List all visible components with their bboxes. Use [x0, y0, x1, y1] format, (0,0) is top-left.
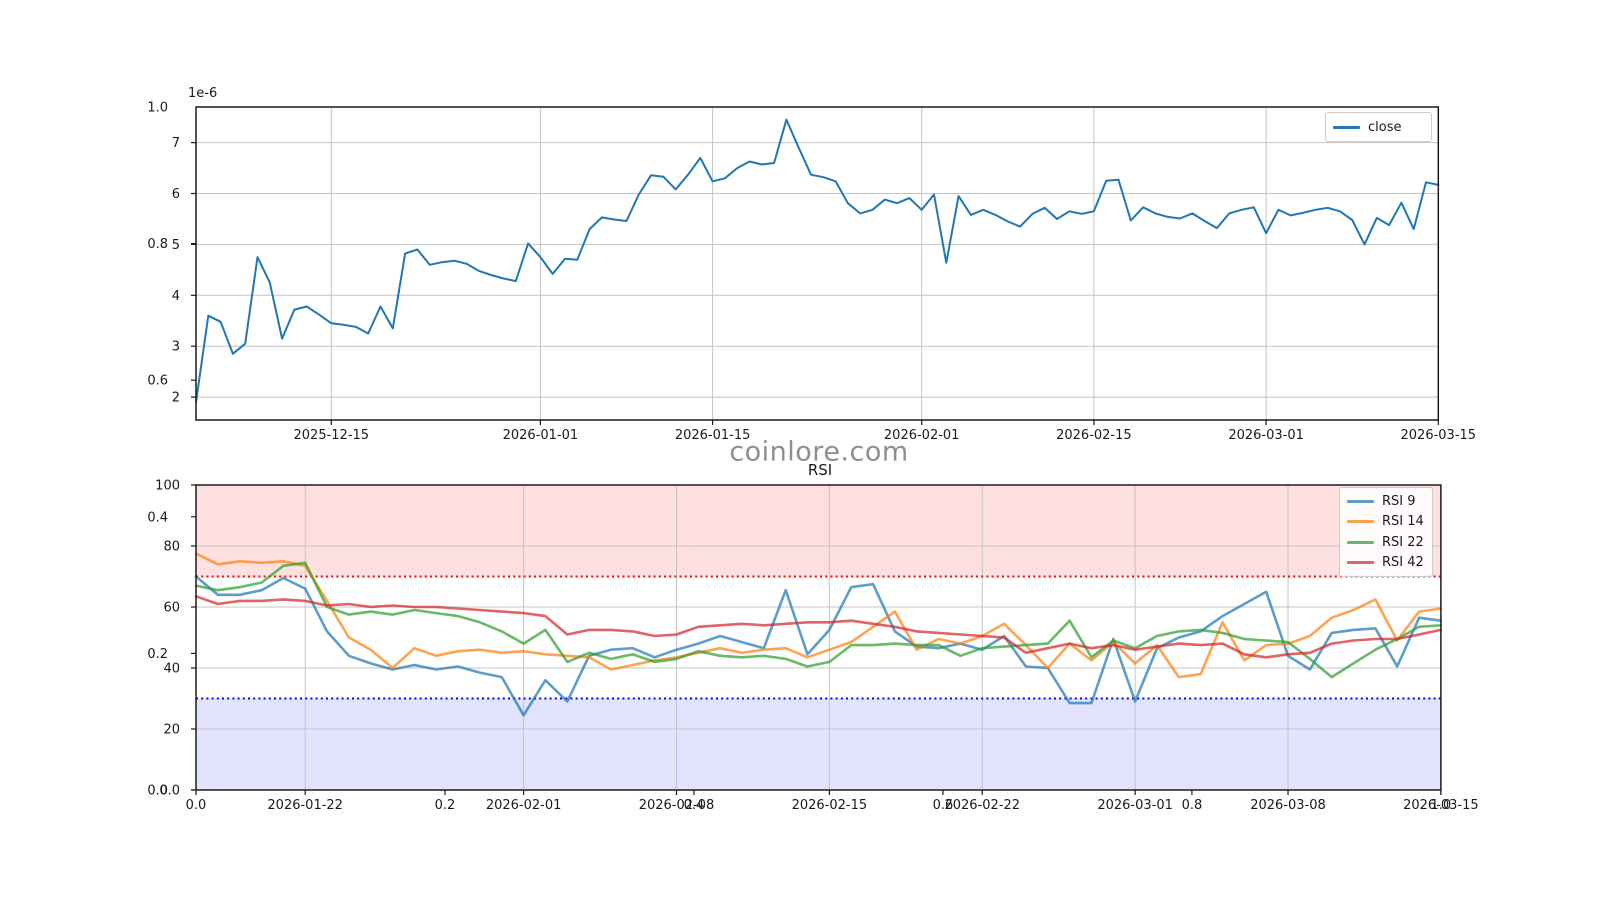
- legend-swatch-rsi-9: [1347, 499, 1374, 503]
- price-legend: close: [1325, 112, 1432, 142]
- overlay-x-tick-label: 0.8: [1182, 798, 1203, 813]
- overlay-y-tick-label: 0.2: [147, 647, 168, 662]
- legend-item-close: close: [1333, 117, 1424, 138]
- series-line-close: [195, 118, 1440, 404]
- watermark: coinlore.com: [729, 436, 909, 468]
- x-tick-label: 2026-01-01: [503, 428, 579, 443]
- x-tick-label: 2026-03-01: [1228, 428, 1304, 443]
- x-tick-label: 2026-02-22: [944, 798, 1020, 813]
- legend-label-rsi-9: RSI 9: [1382, 493, 1416, 509]
- legend-item-rsi-9: RSI 9: [1347, 491, 1425, 512]
- x-tick-label: 2026-02-01: [486, 798, 562, 813]
- x-tick-label: 2026-02-15: [792, 798, 868, 813]
- y-tick-label: 100: [155, 479, 180, 494]
- y-tick-label: 40: [163, 662, 180, 677]
- overlay-axis: 0.0 0.2 0.4 0.6 0.8 1.0 1.0 0.8 0.6 0.4 0.2 0.0: [147, 101, 1451, 814]
- y-tick-label: 7: [172, 136, 180, 151]
- overlay-x-tick-label: 0.0: [186, 798, 207, 813]
- overlay-y-tick-label: 0.4: [147, 510, 168, 525]
- legend-label-rsi-22: RSI 22: [1382, 534, 1424, 550]
- overlay-y-tick-label: 0.8: [147, 237, 168, 252]
- y-tick-label: 0.0: [159, 784, 180, 799]
- legend-item-rsi-22: RSI 22: [1347, 532, 1425, 553]
- overlay-y-tick-label: 1.0: [147, 101, 168, 116]
- x-tick-label: 2026-03-08: [1250, 798, 1326, 813]
- x-tick-label: 2025-12-15: [294, 428, 370, 443]
- legend-label-rsi-42: RSI 42: [1382, 555, 1424, 571]
- y-tick-label: 6: [172, 187, 180, 202]
- series-line-rsi-14: [194, 552, 1443, 679]
- x-tick-label: 2026-01-22: [267, 798, 343, 813]
- y-tick-label: 3: [172, 340, 180, 355]
- y-tick-label: 80: [163, 540, 180, 555]
- series-line-rsi-9: [194, 575, 1443, 717]
- x-tick-label: 2026-02-15: [1056, 428, 1132, 443]
- overlay-y-tick-label: 0.0: [147, 784, 168, 799]
- price-chart: 2025-12-15 2026-01-01 2026-01-15 2026-02-01…: [172, 106, 1477, 443]
- y-tick-label: 5: [172, 238, 180, 253]
- legend-swatch-rsi-14: [1347, 520, 1374, 524]
- rsi-chart: 2026-01-22 2026-02-01 2026-02-08 2026-02-15…: [155, 479, 1479, 814]
- legend-swatch-close: [1333, 125, 1360, 129]
- legend-swatch-rsi-42: [1347, 561, 1374, 565]
- y-tick-label: 2: [172, 391, 180, 406]
- x-tick-label: 2026-03-15: [1403, 798, 1479, 813]
- y-tick-label: 20: [163, 723, 180, 738]
- legend-label-close: close: [1368, 119, 1402, 135]
- axes-frame: [195, 484, 1442, 791]
- overlay-y-tick-label: 0.6: [147, 374, 168, 389]
- y-tick-label: 4: [172, 289, 180, 304]
- legend-item-rsi-14: RSI 14: [1347, 512, 1425, 533]
- legend-item-rsi-42: RSI 42: [1347, 553, 1425, 574]
- series-line-rsi-42: [194, 594, 1443, 659]
- overlay-x-tick-label: 0.2: [435, 798, 456, 813]
- y-tick-label: 60: [163, 601, 180, 616]
- y-axis-offset-label: 1e-6: [188, 86, 218, 101]
- x-tick-label: 2026-03-15: [1401, 428, 1477, 443]
- legend-label-rsi-14: RSI 14: [1382, 514, 1424, 530]
- overbought-band: [196, 485, 1441, 577]
- oversold-band: [196, 698, 1441, 790]
- series-line-rsi-22: [194, 561, 1443, 679]
- x-tick-label: 2026-02-08: [639, 798, 715, 813]
- x-tick-label: 2026-03-01: [1097, 798, 1173, 813]
- rsi-legend: RSI 9 RSI 14 RSI 22 RSI 42: [1339, 487, 1433, 577]
- overlay-x-tick-label: 0.4: [684, 798, 705, 813]
- x-tick-label: 2026-01-15: [675, 428, 751, 443]
- x-tick-label: 2026-02-01: [884, 428, 960, 443]
- overlay-x-tick-label: 0.6: [933, 798, 954, 813]
- legend-swatch-rsi-22: [1347, 540, 1374, 544]
- axes-frame: [195, 106, 1440, 421]
- rsi-chart-title: RSI: [807, 461, 833, 479]
- overlay-x-tick-label: 1.0: [1431, 798, 1452, 813]
